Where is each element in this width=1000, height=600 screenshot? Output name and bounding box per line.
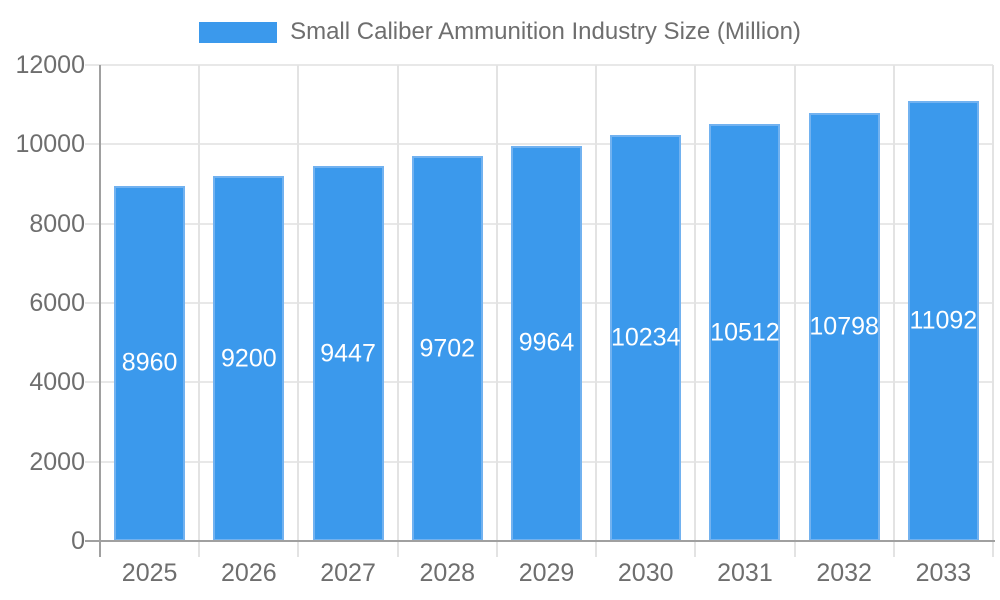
bar[interactable] (907, 101, 979, 541)
x-axis-tick-label: 2026 (221, 559, 277, 587)
y-gridline (85, 143, 993, 146)
bar[interactable] (808, 112, 880, 541)
category-separator-line (297, 65, 300, 557)
category-separator-line (595, 65, 598, 557)
bar[interactable] (312, 166, 384, 541)
bar[interactable] (411, 156, 483, 541)
x-axis-tick-label: 2032 (816, 559, 872, 587)
category-separator-line (992, 65, 994, 557)
x-axis-tick-label: 2033 (915, 559, 972, 587)
x-axis-tick-label: 2030 (617, 559, 674, 587)
x-axis-tick-label: 2028 (419, 559, 476, 587)
category-separator-line (495, 65, 498, 557)
category-separator-line (793, 65, 796, 557)
category-separator-line (892, 65, 895, 557)
y-axis-tick-label: 8000 (29, 209, 85, 238)
bar[interactable] (213, 176, 285, 541)
bar[interactable] (114, 185, 186, 541)
bar[interactable] (610, 135, 682, 541)
category-separator-line (396, 65, 399, 557)
y-axis-tick-label: 12000 (15, 51, 85, 79)
x-axis-tick-label: 2027 (320, 559, 376, 587)
legend-label: Small Caliber Ammunition Industry Size (… (290, 18, 801, 45)
x-axis-line (85, 540, 995, 542)
category-separator-line (198, 65, 201, 557)
x-axis-tick-label: 2029 (518, 559, 575, 587)
bar[interactable] (511, 145, 582, 541)
bar[interactable] (709, 124, 781, 541)
x-axis-tick-label: 2031 (717, 559, 773, 587)
y-gridline (85, 64, 993, 66)
y-axis-tick-label: 0 (71, 527, 85, 555)
chart-legend[interactable]: Small Caliber Ammunition Industry Size (… (0, 17, 1000, 47)
y-axis-tick-label: 2000 (29, 447, 85, 476)
y-axis-tick-label: 10000 (15, 130, 85, 159)
y-axis-line (99, 65, 101, 557)
y-axis-tick-label: 4000 (29, 368, 85, 397)
category-separator-line (694, 65, 697, 557)
x-axis-tick-label: 2025 (121, 559, 178, 587)
legend-swatch-icon (199, 21, 278, 43)
y-axis-tick-label: 6000 (29, 289, 85, 317)
